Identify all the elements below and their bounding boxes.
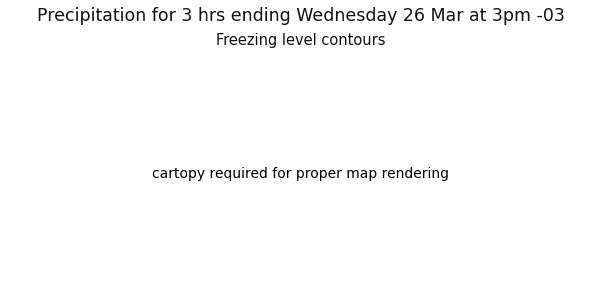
Text: cartopy required for proper map rendering: cartopy required for proper map renderin… [152,167,449,181]
Text: Freezing level contours: Freezing level contours [216,33,385,48]
Text: Precipitation for 3 hrs ending Wednesday 26 Mar at 3pm -03: Precipitation for 3 hrs ending Wednesday… [37,7,564,25]
